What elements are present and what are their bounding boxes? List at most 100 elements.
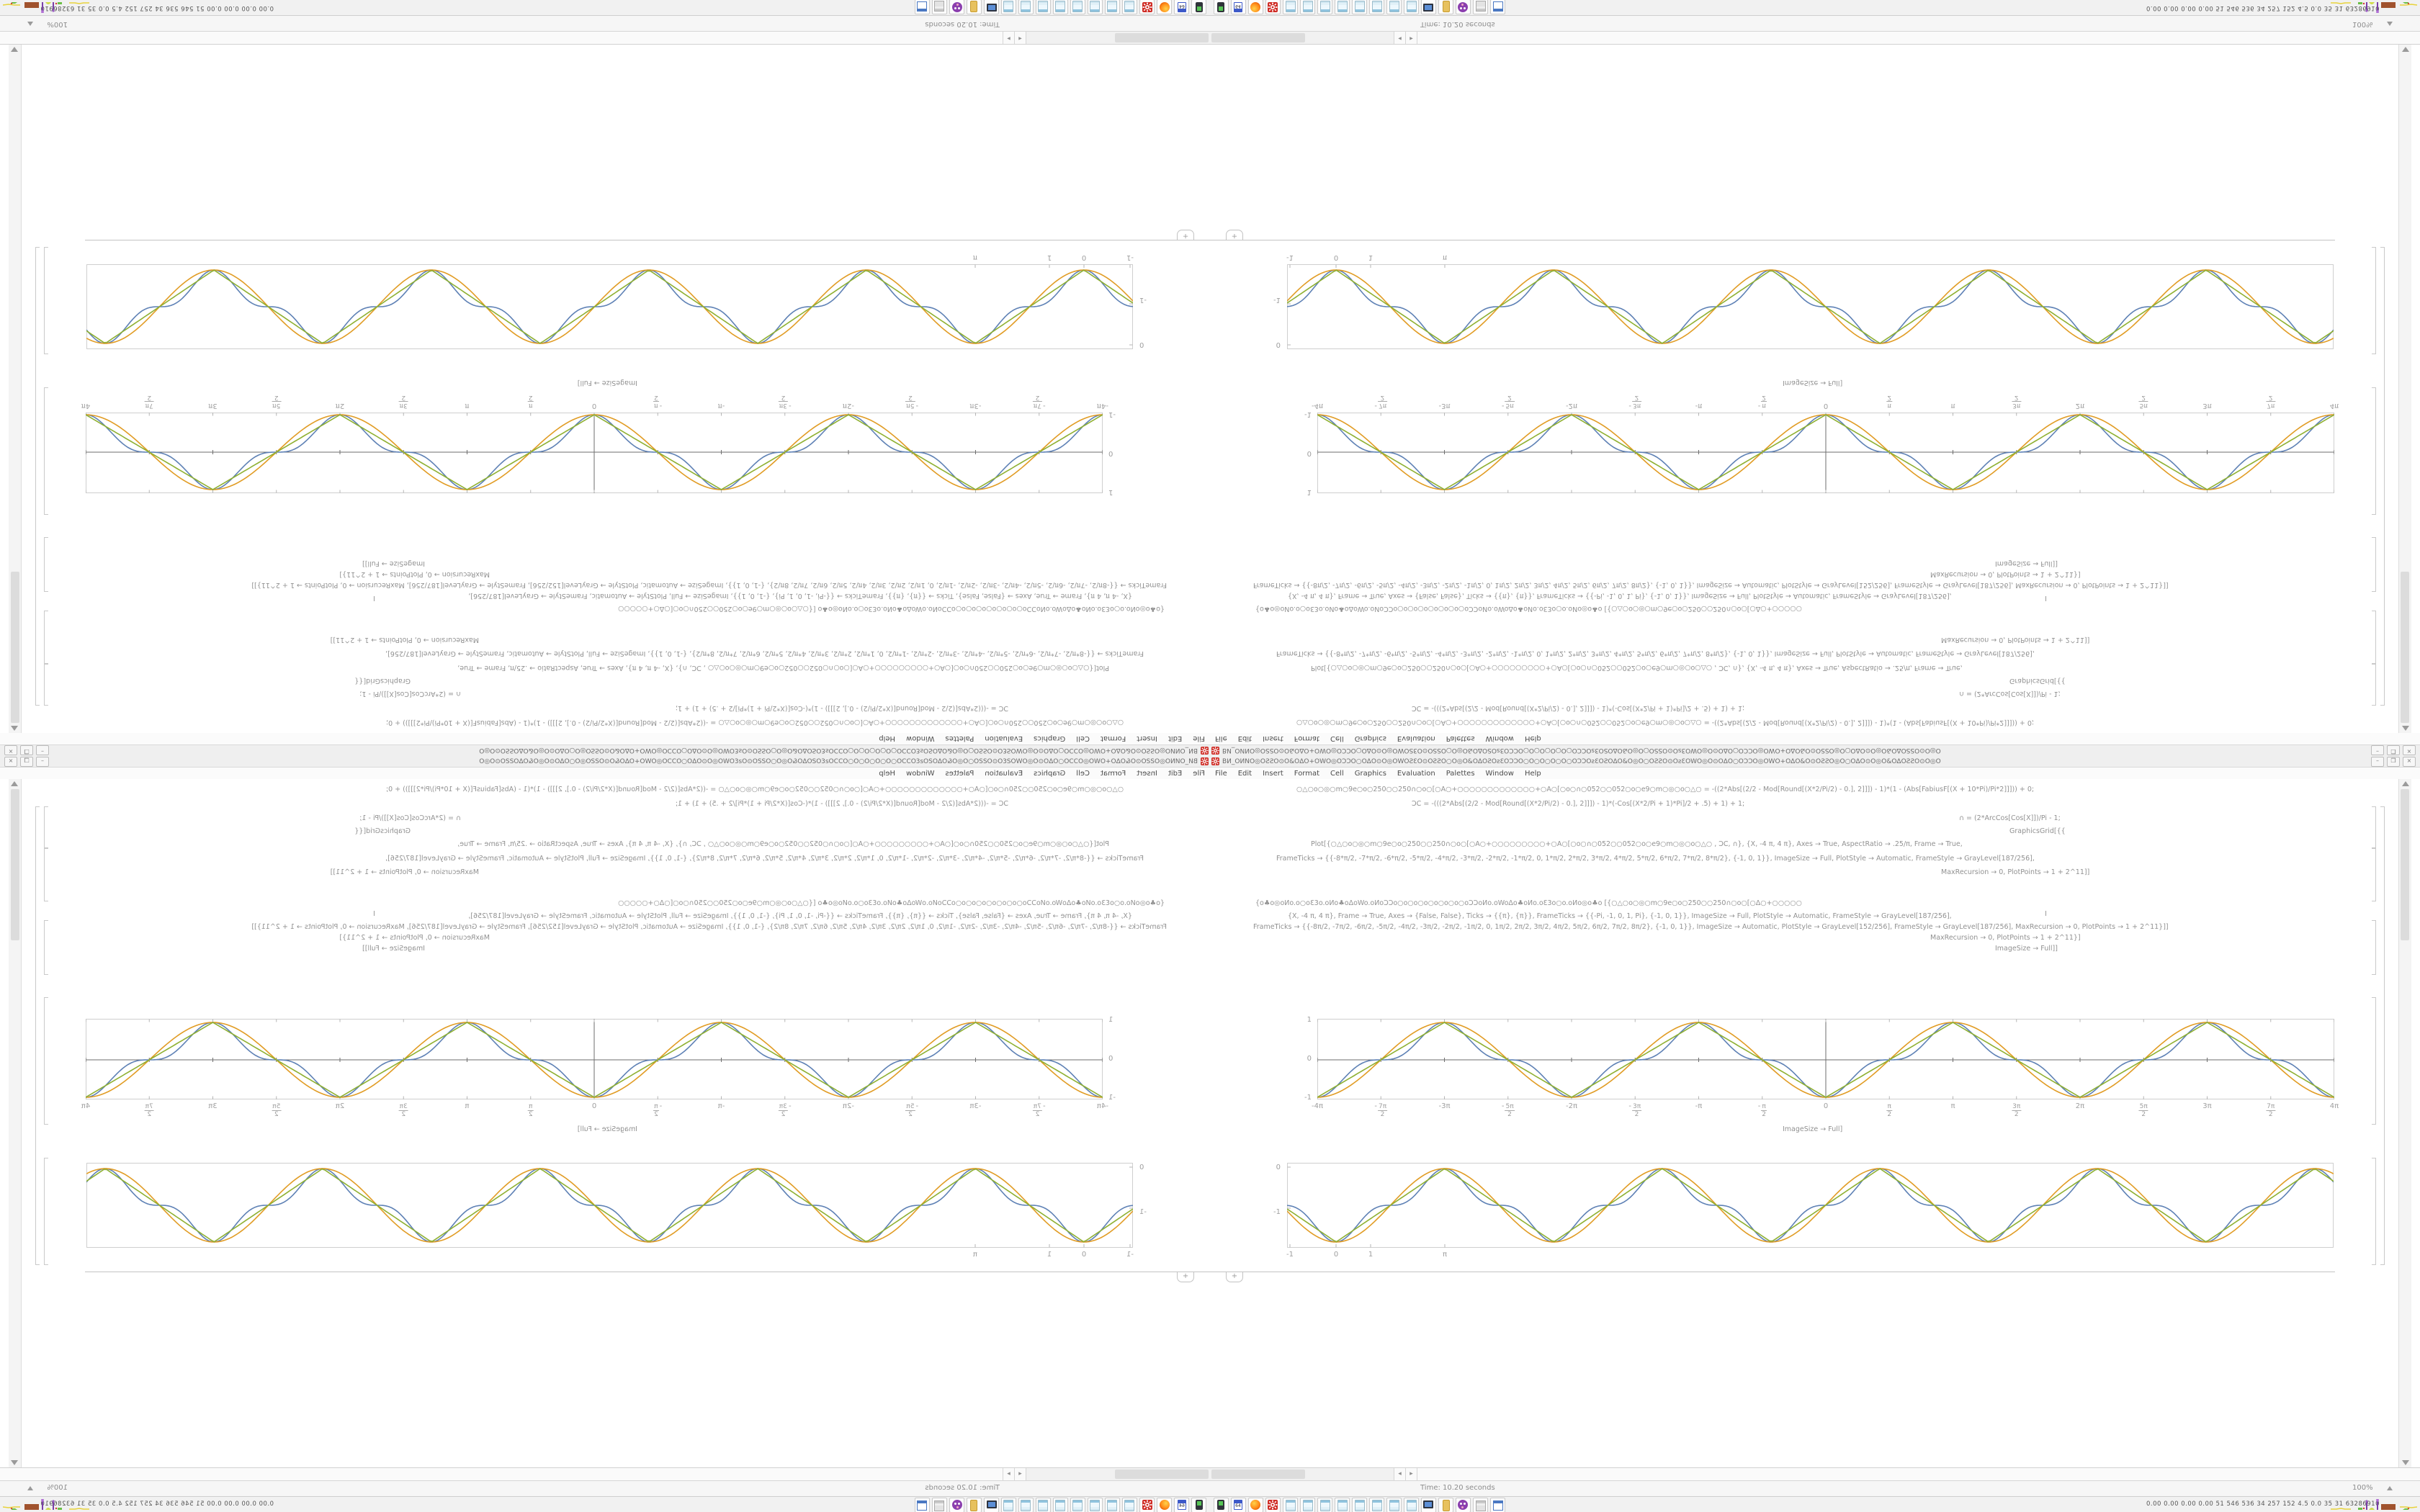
insert-cell-button[interactable]: +	[1177, 1272, 1194, 1282]
vertical-scrollbar[interactable]	[2398, 779, 2411, 1467]
menu-file[interactable]: File	[1193, 769, 1205, 778]
taskbar-icon-notepad[interactable]	[1105, 0, 1120, 14]
menu-edit[interactable]: Edit	[1168, 769, 1183, 778]
cell-bracket[interactable]	[44, 997, 48, 1125]
taskbar-icon-notepad[interactable]	[1122, 1498, 1137, 1512]
taskbar-icon-firefox[interactable]	[1248, 1498, 1263, 1512]
menu-file[interactable]: File	[1215, 734, 1227, 743]
window-titlebar[interactable]: BИ_OИNO◎OƧƧO⊙O&OΔO+OWO◎OƆƆO○OΔO⊙O◎OWOƧƐO…	[1210, 756, 2420, 768]
taskbar-icon-notepad[interactable]	[1300, 0, 1315, 14]
taskbar-icon-notepad[interactable]	[1335, 0, 1350, 14]
taskbar-icon-notepad[interactable]	[1300, 1498, 1315, 1512]
notebook-area[interactable]: ○△○o○◎○m○9e○o○250○○250∩○o○[○A○+○○○○○○○○○…	[0, 45, 1210, 733]
taskbar-icon-notepad[interactable]	[1001, 1498, 1016, 1512]
cell-bracket[interactable]	[2372, 537, 2376, 592]
minimize-button[interactable]: –	[36, 756, 49, 767]
menu-graphics[interactable]: Graphics	[1354, 769, 1386, 778]
menu-cell[interactable]: Cell	[1076, 769, 1090, 778]
scroll-down-icon[interactable]	[11, 47, 18, 52]
taskbar-icon-notepad[interactable]	[1335, 1498, 1350, 1512]
menu-window[interactable]: Window	[906, 769, 935, 778]
magnification-dropdown-icon[interactable]	[2387, 1486, 2393, 1490]
notebook-area[interactable]: ○△○o○◎○m○9e○o○250○○250∩○o○[○A○+○○○○○○○○○…	[1210, 45, 2420, 733]
menu-edit[interactable]: Edit	[1237, 734, 1252, 743]
taskbar-icon-notepad[interactable]	[1105, 1498, 1120, 1512]
taskbar-icon-notepad[interactable]	[1070, 0, 1085, 14]
horizontal-scroll-thumb[interactable]	[1211, 33, 1305, 42]
cell-bracket[interactable]	[44, 664, 48, 706]
taskbar-icon-notepad[interactable]	[1317, 1498, 1332, 1512]
taskbar-icon-notepad[interactable]	[1283, 1498, 1298, 1512]
taskbar-icon-monitor[interactable]	[1421, 0, 1436, 14]
cell-bracket[interactable]	[44, 1158, 48, 1265]
menu-window[interactable]: Window	[1485, 769, 1514, 778]
horizontal-scrollbar[interactable]	[1026, 32, 1210, 44]
menu-evaluation[interactable]: Evaluation	[1397, 734, 1435, 743]
vertical-scroll-thumb[interactable]	[2401, 572, 2409, 723]
taskbar-icon-mathematica[interactable]	[1139, 1498, 1155, 1512]
scroll-left-icon[interactable]: ◂	[1394, 1468, 1406, 1480]
scroll-up-icon[interactable]	[2402, 726, 2409, 731]
cell-bracket[interactable]	[2372, 806, 2376, 848]
magnification-level[interactable]: 100%	[47, 20, 68, 28]
taskbar-icon-window[interactable]	[1490, 1498, 1505, 1512]
scroll-left-icon[interactable]: ◂	[1394, 32, 1406, 44]
taskbar-icon-folder[interactable]	[967, 1498, 982, 1512]
taskbar-icon-device[interactable]	[1191, 0, 1206, 14]
cell-bracket[interactable]	[2372, 611, 2376, 664]
magnification-level[interactable]: 100%	[2352, 1484, 2373, 1492]
taskbar-icon-device[interactable]	[1214, 0, 1229, 14]
menu-cell[interactable]: Cell	[1330, 734, 1344, 743]
taskbar-icon-scroll[interactable]	[932, 1498, 947, 1512]
taskbar-icon-floppy-64[interactable]	[1231, 0, 1246, 14]
cell-group-bracket[interactable]	[2380, 247, 2385, 706]
cell-bracket[interactable]	[2372, 997, 2376, 1125]
scroll-up-icon[interactable]	[11, 781, 18, 786]
scroll-left-icon[interactable]: ◂	[1014, 1468, 1026, 1480]
horizontal-scrollbar[interactable]	[1210, 32, 1394, 44]
cell-bracket[interactable]	[2372, 920, 2376, 975]
taskbar-icon-notepad[interactable]	[1088, 1498, 1103, 1512]
magnification-dropdown-icon[interactable]	[2387, 22, 2393, 26]
vertical-scrollbar[interactable]	[2398, 45, 2411, 733]
insert-cell-button[interactable]: +	[1177, 230, 1194, 240]
taskbar-icon-notepad[interactable]	[1036, 0, 1051, 14]
taskbar-icon-monitor[interactable]	[984, 1498, 999, 1512]
cell-bracket[interactable]	[44, 537, 48, 592]
horizontal-scroll-thumb[interactable]	[1211, 1470, 1305, 1479]
taskbar-icon-floppy-64[interactable]	[1174, 0, 1189, 14]
restore-button[interactable]: ❐	[20, 756, 33, 767]
taskbar-icon-mathematica[interactable]	[1265, 0, 1281, 14]
menu-format[interactable]: Format	[1100, 734, 1126, 743]
taskbar-icon-notepad[interactable]	[1386, 1498, 1402, 1512]
restore-button[interactable]: ❐	[2387, 745, 2400, 756]
insert-cell-button[interactable]: +	[1226, 1272, 1243, 1282]
taskbar-icon-mathematica[interactable]	[1265, 1498, 1281, 1512]
magnification-level[interactable]: 100%	[2352, 20, 2373, 28]
horizontal-scroll-thumb[interactable]	[1115, 1470, 1209, 1479]
restore-button[interactable]: ❐	[2387, 756, 2400, 767]
cell-bracket[interactable]	[2372, 387, 2376, 515]
menu-graphics[interactable]: Graphics	[1034, 734, 1066, 743]
taskbar-icon-folder[interactable]	[967, 0, 982, 14]
taskbar-icon-purple-app[interactable]	[1456, 0, 1471, 14]
magnification-dropdown-icon[interactable]	[27, 22, 33, 26]
menu-format[interactable]: Format	[1100, 769, 1126, 778]
menu-window[interactable]: Window	[1485, 734, 1514, 743]
scroll-right-icon[interactable]: ▸	[1003, 32, 1014, 44]
menu-file[interactable]: File	[1193, 734, 1205, 743]
cell-group-bracket[interactable]	[35, 806, 40, 1265]
menu-edit[interactable]: Edit	[1237, 769, 1252, 778]
menu-help[interactable]: Help	[1524, 734, 1541, 743]
taskbar-icon-scroll[interactable]	[932, 0, 947, 14]
taskbar-icon-notepad[interactable]	[1036, 1498, 1051, 1512]
taskbar-icon-floppy-64[interactable]	[1231, 1498, 1246, 1512]
cell-group-bracket[interactable]	[2380, 806, 2385, 1265]
taskbar-icon-notepad[interactable]	[1001, 0, 1016, 14]
cell-bracket[interactable]	[44, 920, 48, 975]
taskbar-icon-purple-app[interactable]	[1456, 1498, 1471, 1512]
menu-help[interactable]: Help	[879, 769, 896, 778]
restore-button[interactable]: ❐	[20, 745, 33, 756]
cell-bracket[interactable]	[44, 247, 48, 354]
taskbar-icon-monitor[interactable]	[1421, 1498, 1436, 1512]
